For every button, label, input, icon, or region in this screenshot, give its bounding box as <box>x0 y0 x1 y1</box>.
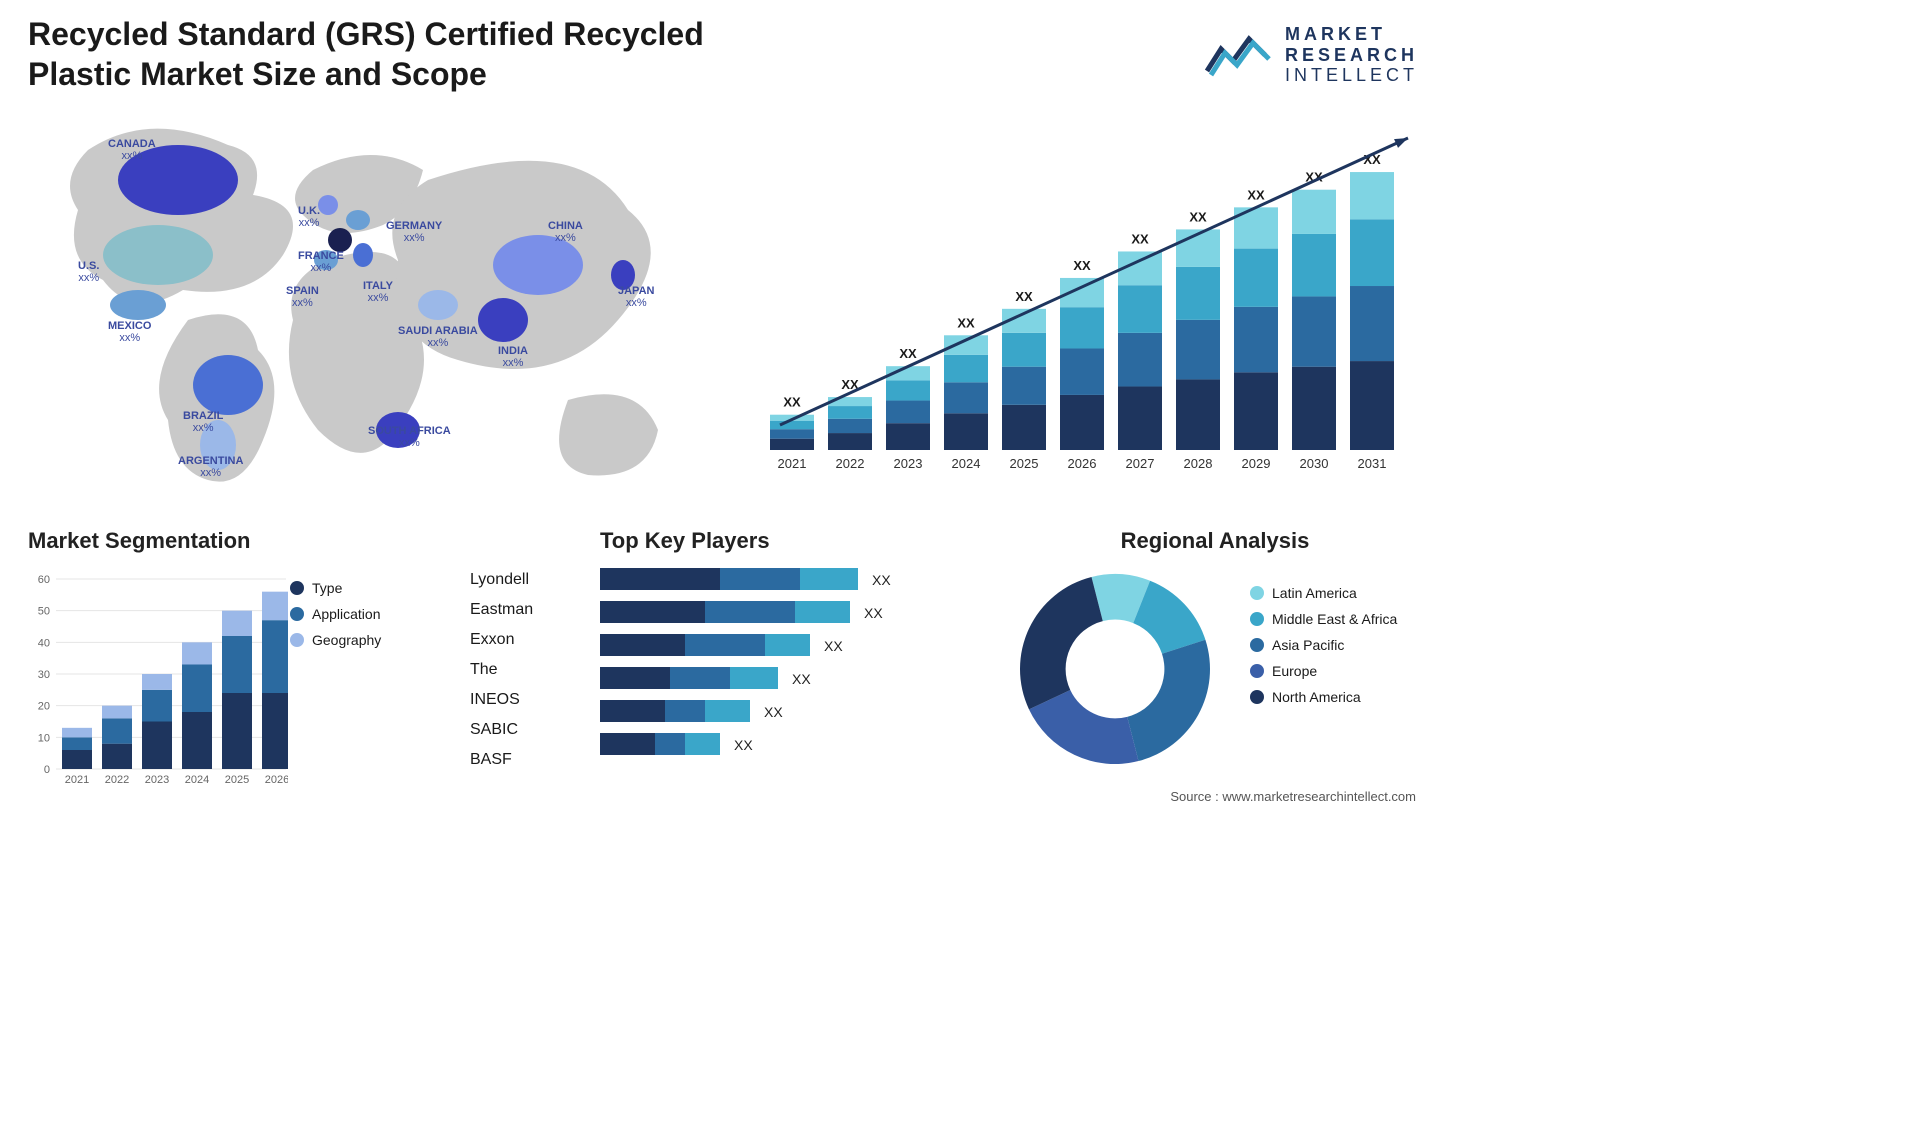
svg-text:2025: 2025 <box>1010 456 1039 471</box>
svg-text:XX: XX <box>957 315 975 330</box>
map-label-brazil: BRAZILxx% <box>183 410 223 434</box>
donut-legend-item: Middle East & Africa <box>1250 611 1397 627</box>
svg-text:2024: 2024 <box>185 774 209 786</box>
donut-legend-item: Asia Pacific <box>1250 637 1397 653</box>
map-label-germany: GERMANYxx% <box>386 220 442 244</box>
players-title: Top Key Players <box>600 528 990 554</box>
svg-text:XX: XX <box>734 737 753 753</box>
svg-text:2027: 2027 <box>1126 456 1155 471</box>
svg-text:XX: XX <box>864 605 883 621</box>
svg-text:2023: 2023 <box>145 774 169 786</box>
svg-text:2025: 2025 <box>225 774 249 786</box>
logo-mark-icon <box>1203 31 1273 79</box>
svg-text:XX: XX <box>824 638 843 654</box>
svg-text:XX: XX <box>1015 289 1033 304</box>
segmentation-legend: Type Application Geography <box>290 580 381 658</box>
svg-text:2026: 2026 <box>1068 456 1097 471</box>
svg-text:2030: 2030 <box>1300 456 1329 471</box>
map-label-saudi-arabia: SAUDI ARABIAxx% <box>398 325 478 349</box>
svg-text:XX: XX <box>783 395 801 410</box>
map-label-france: FRANCExx% <box>298 250 344 274</box>
world-map: CANADAxx% U.S.xx% MEXICOxx% BRAZILxx% ARGENT… <box>28 110 708 510</box>
svg-text:XX: XX <box>899 346 917 361</box>
map-label-japan: JAPANxx% <box>618 285 654 309</box>
svg-text:XX: XX <box>764 704 783 720</box>
svg-text:2022: 2022 <box>105 774 129 786</box>
logo-text: MARKET RESEARCH INTELLECT <box>1285 24 1418 86</box>
svg-text:XX: XX <box>1247 187 1265 202</box>
brand-logo: MARKET RESEARCH INTELLECT <box>1203 24 1418 86</box>
logo-line3: INTELLECT <box>1285 65 1418 86</box>
segmentation-legend-item: Geography <box>290 632 381 648</box>
svg-text:30: 30 <box>38 669 50 681</box>
players-names-list: LyondellEastmanExxonTheINEOSSABICBASF <box>470 565 533 775</box>
svg-text:50: 50 <box>38 606 50 618</box>
top-key-players-section: Top Key Players XX XX XX XX XX XX <box>470 528 990 793</box>
svg-text:2022: 2022 <box>836 456 865 471</box>
donut-legend-item: Latin America <box>1250 585 1397 601</box>
market-segmentation-section: Market Segmentation 0 10 20 30 40 50 60 2021 202… <box>28 528 448 799</box>
map-label-u-s-: U.S.xx% <box>78 260 99 284</box>
map-label-mexico: MEXICOxx% <box>108 320 151 344</box>
player-name: Eastman <box>470 595 533 625</box>
map-label-india: INDIAxx% <box>498 345 528 369</box>
player-name: Lyondell <box>470 565 533 595</box>
svg-text:2031: 2031 <box>1358 456 1387 471</box>
players-chart-svg: XX XX XX XX XX XX <box>600 568 1000 788</box>
svg-text:XX: XX <box>1073 258 1091 273</box>
svg-text:0: 0 <box>44 764 50 776</box>
svg-text:60: 60 <box>38 574 50 586</box>
player-name: INEOS <box>470 685 533 715</box>
map-label-italy: ITALYxx% <box>363 280 393 304</box>
svg-text:XX: XX <box>1131 231 1149 246</box>
map-label-south-africa: SOUTH AFRICAxx% <box>368 425 451 449</box>
donut-chart-svg <box>1000 564 1230 774</box>
svg-text:2023: 2023 <box>894 456 923 471</box>
svg-text:XX: XX <box>1189 209 1207 224</box>
svg-text:2024: 2024 <box>952 456 981 471</box>
svg-text:2026: 2026 <box>265 774 288 786</box>
map-label-china: CHINAxx% <box>548 220 583 244</box>
donut-legend-item: North America <box>1250 689 1397 705</box>
page-title: Recycled Standard (GRS) Certified Recycl… <box>28 14 748 94</box>
segmentation-legend-item: Application <box>290 606 381 622</box>
map-label-u-k-: U.K.xx% <box>298 205 320 229</box>
player-name: BASF <box>470 745 533 775</box>
svg-text:20: 20 <box>38 701 50 713</box>
market-size-chart: XX 2021 XX 2022 XX 2023 XX 2024 XX 2025 XX 2026 XX 20… <box>760 120 1420 480</box>
donut-title: Regional Analysis <box>1000 528 1430 554</box>
svg-text:XX: XX <box>792 671 811 687</box>
svg-text:2029: 2029 <box>1242 456 1271 471</box>
map-label-argentina: ARGENTINAxx% <box>178 455 243 479</box>
player-name: The <box>470 655 533 685</box>
market-size-chart-svg: XX 2021 XX 2022 XX 2023 XX 2024 XX 2025 XX 2026 XX 20… <box>760 120 1420 480</box>
world-map-svg <box>28 110 708 510</box>
map-label-canada: CANADAxx% <box>108 138 156 162</box>
svg-text:10: 10 <box>38 732 50 744</box>
svg-text:40: 40 <box>38 637 50 649</box>
map-label-spain: SPAINxx% <box>286 285 319 309</box>
donut-legend: Latin America Middle East & Africa Asia Pa… <box>1250 585 1397 715</box>
logo-line1: MARKET <box>1285 24 1418 45</box>
svg-text:2028: 2028 <box>1184 456 1213 471</box>
segmentation-chart-svg: 0 10 20 30 40 50 60 2021 2022 2023 2024 2025 2026 <box>28 564 288 794</box>
player-name: SABIC <box>470 715 533 745</box>
segmentation-legend-item: Type <box>290 580 381 596</box>
svg-text:2021: 2021 <box>778 456 807 471</box>
svg-text:2021: 2021 <box>65 774 89 786</box>
logo-line2: RESEARCH <box>1285 45 1418 66</box>
donut-legend-item: Europe <box>1250 663 1397 679</box>
player-name: Exxon <box>470 625 533 655</box>
segmentation-title: Market Segmentation <box>28 528 448 554</box>
svg-text:XX: XX <box>872 572 891 588</box>
source-attribution: Source : www.marketresearchintellect.com <box>1170 789 1416 804</box>
